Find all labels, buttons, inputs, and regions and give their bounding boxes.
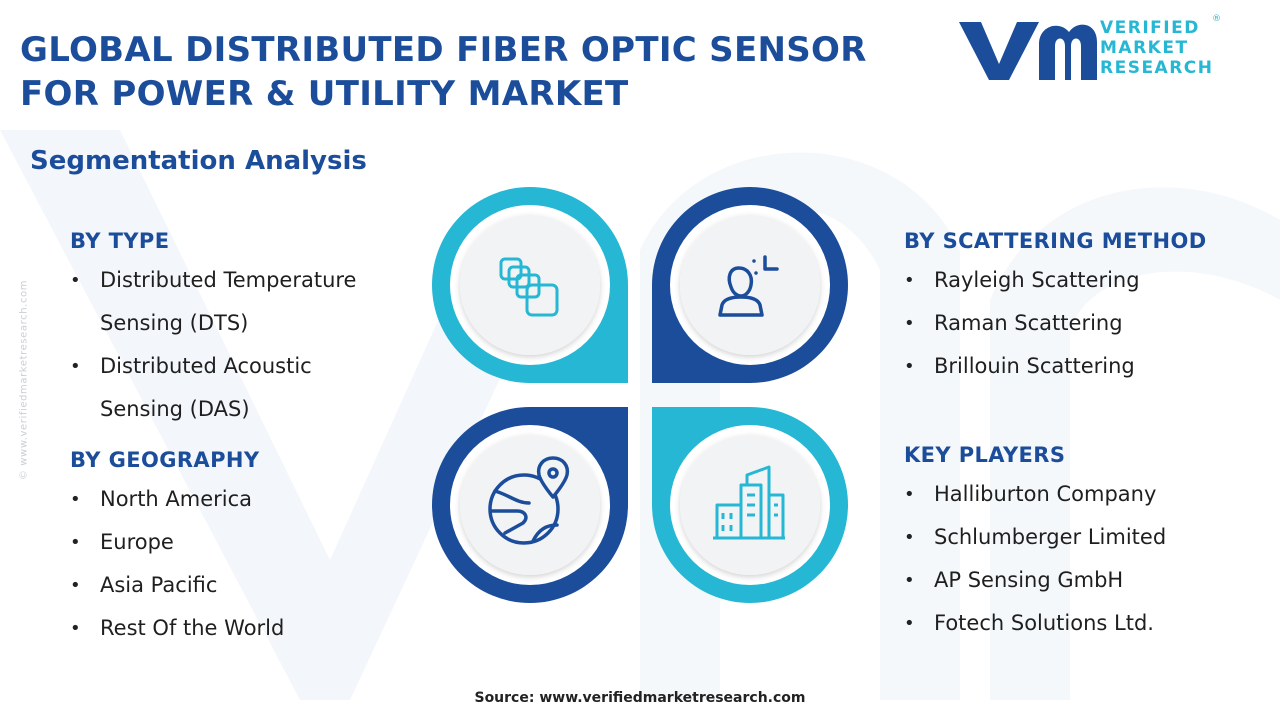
petal-bottom-left [432, 407, 628, 603]
list-item: Distributed Temperature Sensing (DTS) [70, 259, 356, 345]
section-subtitle: Segmentation Analysis [30, 146, 367, 176]
source-footer: Source: www.verifiedmarketresearch.com [474, 690, 806, 706]
vmr-logo-icon [959, 22, 1097, 81]
page-title: GLOBAL DISTRIBUTED FIBER OPTIC SENSOR FO… [20, 28, 867, 116]
side-watermark-url: © www.verifiedmarketresearch.com [18, 279, 30, 481]
list-item: AP Sensing GmbH [904, 559, 1166, 602]
list-item: Europe [70, 521, 284, 564]
logo-wordmark: VERIFIED MARKET RESEARCH [1100, 18, 1214, 78]
by-geography-section: BY GEOGRAPHY North America Europe Asia P… [70, 448, 284, 650]
list-item: Rest Of the World [70, 607, 284, 650]
logo-line-1: VERIFIED [1100, 18, 1200, 38]
by-type-list: Distributed Temperature Sensing (DTS) Di… [70, 259, 356, 431]
by-geography-heading: BY GEOGRAPHY [70, 448, 260, 472]
buildings-icon [713, 465, 785, 540]
list-item-line: Sensing (DTS) [100, 311, 249, 335]
key-players-list: Halliburton Company Schlumberger Limited… [904, 473, 1166, 645]
list-item-line: Distributed Temperature [100, 268, 357, 292]
list-item: North America [70, 478, 284, 521]
by-type-heading: BY TYPE [70, 229, 170, 253]
list-item: Schlumberger Limited [904, 516, 1166, 559]
key-players-heading: KEY PLAYERS [904, 443, 1066, 467]
list-item-line: Sensing (DAS) [100, 397, 250, 421]
list-item: Asia Pacific [70, 564, 284, 607]
list-item: Fotech Solutions Ltd. [904, 602, 1166, 645]
by-type-section: BY TYPE Distributed Temperature Sensing … [70, 229, 356, 431]
by-scattering-method-heading: BY SCATTERING METHOD [904, 229, 1207, 253]
by-geography-list: North America Europe Asia Pacific Rest O… [70, 478, 284, 650]
list-item: Rayleigh Scattering [904, 259, 1207, 302]
by-scattering-method-section: BY SCATTERING METHOD Rayleigh Scattering… [904, 229, 1207, 388]
list-item-line: Distributed Acoustic [100, 354, 312, 378]
globe-pin-icon [488, 456, 570, 545]
segmentation-graphic [432, 187, 848, 603]
logo-line-2: MARKET [1100, 38, 1189, 58]
person-focus-icon [718, 255, 779, 317]
blocks-icon [499, 257, 559, 317]
logo-registered-mark: ® [1212, 14, 1221, 24]
key-players-section: KEY PLAYERS Halliburton Company Schlumbe… [904, 443, 1166, 645]
list-item: Distributed Acoustic Sensing (DAS) [70, 345, 356, 431]
page-title-line-2: FOR POWER & UTILITY MARKET [20, 74, 629, 114]
logo-line-3: RESEARCH [1100, 58, 1214, 78]
list-item: Raman Scattering [904, 302, 1207, 345]
list-item: Halliburton Company [904, 473, 1166, 516]
page-title-line-1: GLOBAL DISTRIBUTED FIBER OPTIC SENSOR [20, 30, 867, 70]
by-scattering-method-list: Rayleigh Scattering Raman Scattering Bri… [904, 259, 1207, 388]
list-item: Brillouin Scattering [904, 345, 1207, 388]
